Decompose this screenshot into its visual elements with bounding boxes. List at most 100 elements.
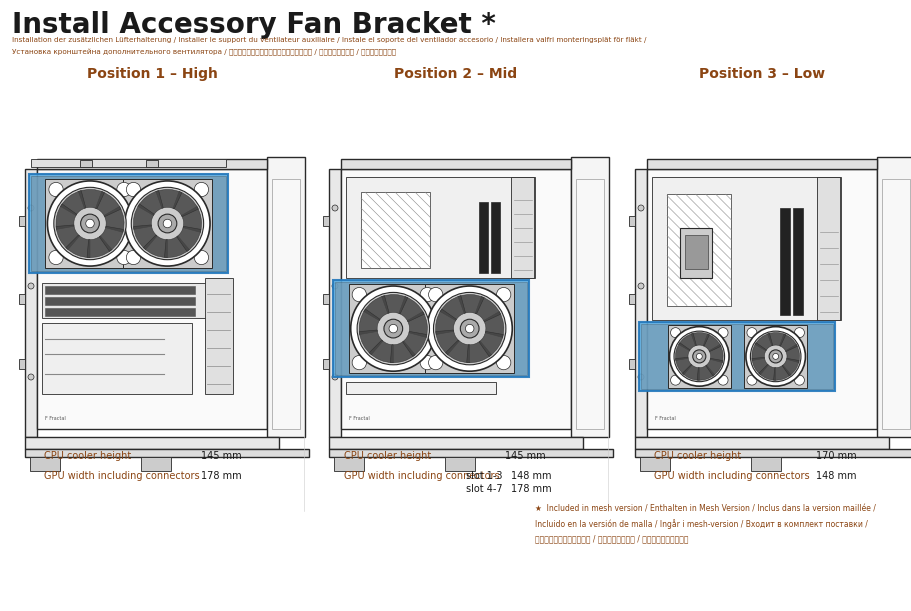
Wedge shape	[56, 204, 77, 229]
Wedge shape	[676, 357, 692, 375]
Bar	[45, 308, 195, 316]
Bar	[31, 159, 226, 167]
Bar	[817, 177, 840, 320]
Bar	[42, 323, 191, 394]
Text: GPU width including connectors: GPU width including connectors	[654, 471, 810, 481]
Wedge shape	[706, 359, 722, 376]
Wedge shape	[369, 340, 394, 363]
Circle shape	[117, 251, 131, 265]
Wedge shape	[435, 330, 459, 355]
Circle shape	[670, 327, 729, 386]
Circle shape	[86, 219, 94, 228]
Text: 148 mm: 148 mm	[816, 471, 857, 481]
Bar	[576, 179, 604, 429]
Bar	[323, 294, 329, 304]
Bar	[346, 382, 496, 394]
Circle shape	[332, 205, 338, 211]
Text: CPU cooler height: CPU cooler height	[654, 451, 742, 461]
Wedge shape	[56, 225, 79, 249]
Circle shape	[127, 251, 140, 265]
Bar	[629, 294, 635, 304]
Bar	[571, 157, 609, 437]
Bar	[640, 457, 670, 471]
Bar	[30, 457, 60, 471]
Bar	[652, 177, 841, 320]
Circle shape	[47, 181, 133, 266]
Wedge shape	[143, 235, 168, 258]
Text: slot 4-7: slot 4-7	[466, 484, 503, 494]
Circle shape	[718, 327, 728, 338]
Wedge shape	[440, 296, 466, 321]
Wedge shape	[407, 312, 427, 337]
Circle shape	[773, 353, 779, 359]
Bar	[629, 216, 635, 226]
Bar	[635, 449, 911, 457]
Wedge shape	[96, 191, 121, 217]
Bar	[323, 359, 329, 369]
Wedge shape	[359, 309, 380, 334]
Bar	[45, 297, 195, 305]
Text: 148 mm: 148 mm	[511, 471, 551, 481]
Wedge shape	[703, 334, 721, 351]
Wedge shape	[780, 334, 797, 351]
Bar	[635, 437, 889, 449]
Wedge shape	[156, 189, 182, 209]
Wedge shape	[675, 343, 690, 360]
Circle shape	[696, 353, 702, 359]
Wedge shape	[134, 225, 157, 249]
Wedge shape	[783, 359, 799, 376]
Text: Install Accessory Fan Bracket *: Install Accessory Fan Bracket *	[12, 11, 496, 39]
Bar	[744, 325, 807, 387]
Bar	[667, 194, 732, 306]
Bar	[333, 280, 529, 377]
Bar	[629, 359, 635, 369]
Circle shape	[460, 319, 479, 338]
Circle shape	[389, 324, 397, 333]
Circle shape	[353, 287, 366, 302]
Text: GPU width including connectors: GPU width including connectors	[344, 471, 499, 481]
Bar	[323, 216, 329, 226]
Bar	[334, 457, 364, 471]
Circle shape	[670, 375, 681, 385]
Bar	[329, 169, 341, 437]
Circle shape	[384, 319, 403, 338]
Wedge shape	[99, 226, 124, 251]
Circle shape	[351, 286, 435, 371]
Bar	[29, 174, 228, 273]
Circle shape	[747, 327, 757, 338]
Bar	[329, 437, 583, 449]
Text: Position 2 – Mid: Position 2 – Mid	[394, 67, 517, 81]
Circle shape	[746, 327, 805, 386]
Circle shape	[49, 182, 63, 197]
Circle shape	[428, 287, 443, 302]
Text: F Fractal: F Fractal	[349, 416, 370, 421]
Text: 170 mm: 170 mm	[816, 451, 857, 461]
Text: CPU cooler height: CPU cooler height	[44, 451, 131, 461]
Circle shape	[794, 327, 804, 338]
Wedge shape	[785, 345, 800, 362]
Circle shape	[163, 219, 171, 228]
Text: CPU cooler height: CPU cooler height	[344, 451, 431, 461]
Circle shape	[127, 182, 140, 197]
Text: F Fractal: F Fractal	[655, 416, 676, 421]
Circle shape	[692, 350, 706, 363]
Wedge shape	[476, 296, 500, 322]
Wedge shape	[682, 364, 700, 380]
Bar	[19, 359, 25, 369]
Bar	[31, 176, 226, 271]
Bar	[445, 457, 475, 471]
Bar	[511, 177, 534, 278]
Wedge shape	[78, 189, 105, 209]
Bar	[349, 284, 438, 373]
Wedge shape	[691, 332, 710, 346]
Bar	[491, 202, 500, 273]
Text: 178 mm: 178 mm	[201, 471, 242, 481]
Circle shape	[81, 214, 99, 233]
Bar	[781, 208, 791, 315]
Bar	[267, 157, 305, 437]
Text: slot 1-3: slot 1-3	[466, 471, 503, 481]
Circle shape	[131, 188, 204, 260]
Bar	[37, 169, 267, 429]
Circle shape	[427, 286, 512, 371]
Bar	[329, 449, 613, 457]
